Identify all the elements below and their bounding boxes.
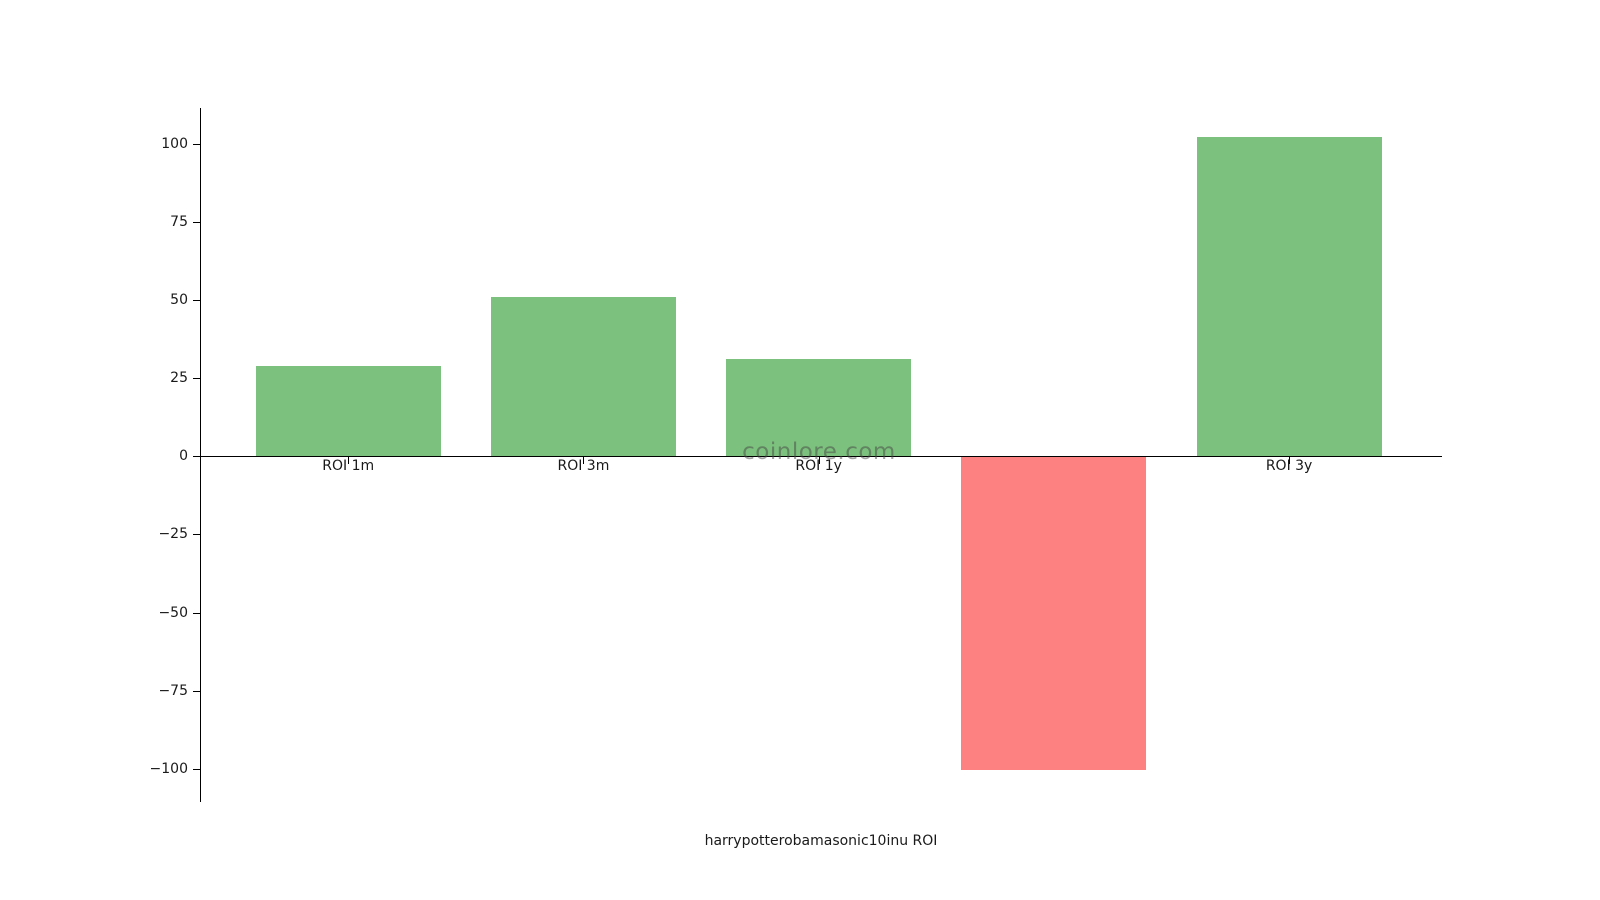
watermark-text: coinlore.com <box>742 439 896 465</box>
bar <box>255 365 441 457</box>
y-tick-mark <box>193 534 200 536</box>
x-tick-mark <box>1289 457 1291 465</box>
y-tick-mark <box>193 143 200 145</box>
y-tick-mark <box>193 378 200 380</box>
bar <box>726 359 912 457</box>
y-tick-mark <box>193 299 200 301</box>
y-tick-label: −50 <box>158 604 188 621</box>
x-tick-label: ROI 1m <box>322 458 375 475</box>
chart-title: harrypotterobamasonic10inu ROI <box>704 833 938 849</box>
y-tick-mark <box>193 690 200 692</box>
x-tick-mark <box>348 457 350 465</box>
y-tick-mark <box>193 456 200 458</box>
x-tick-label: ROI 3y <box>1265 458 1313 475</box>
y-tick-mark <box>193 612 200 614</box>
y-tick-label: 100 <box>161 135 188 152</box>
bar <box>490 296 676 457</box>
y-tick-mark <box>193 768 200 770</box>
x-axis-line <box>200 456 1442 458</box>
y-tick-label: 50 <box>170 291 188 308</box>
y-tick-label: 25 <box>170 370 188 387</box>
x-tick-mark <box>583 457 585 465</box>
bar <box>961 457 1147 770</box>
x-tick-label: ROI 1y <box>795 458 842 475</box>
y-tick-label: 75 <box>170 213 188 230</box>
y-tick-label: −100 <box>149 760 188 777</box>
y-tick-mark <box>193 221 200 223</box>
y-tick-label: −25 <box>158 526 188 543</box>
y-tick-label: 0 <box>179 448 188 465</box>
x-tick-mark <box>818 457 820 465</box>
bar <box>1196 137 1382 457</box>
x-tick-label: ROI 3m <box>557 458 610 475</box>
y-axis-line <box>200 108 201 802</box>
y-tick-label: −75 <box>158 682 188 699</box>
